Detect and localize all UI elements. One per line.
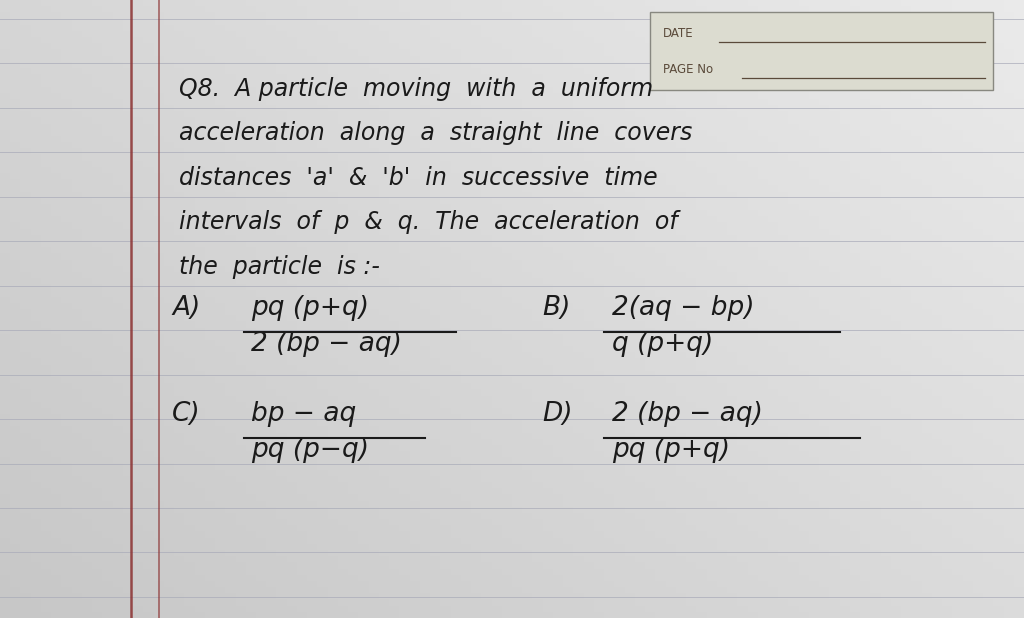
Text: PAGE No: PAGE No	[663, 62, 713, 75]
Text: 2(aq − bp): 2(aq − bp)	[612, 295, 755, 321]
Text: pq (p+q): pq (p+q)	[612, 438, 730, 464]
Text: B): B)	[543, 295, 571, 321]
Text: Q8.  A particle  moving  with  a  uniform: Q8. A particle moving with a uniform	[179, 77, 653, 101]
Text: pq (p+q): pq (p+q)	[251, 295, 369, 321]
Text: q (p+q): q (p+q)	[612, 331, 714, 357]
Text: bp − aq: bp − aq	[251, 402, 356, 428]
FancyBboxPatch shape	[650, 12, 993, 90]
Text: A): A)	[172, 295, 201, 321]
Text: D): D)	[543, 402, 573, 428]
Text: 2 (bp − aq): 2 (bp − aq)	[612, 402, 763, 428]
Text: 2 (bp − aq): 2 (bp − aq)	[251, 331, 401, 357]
Text: distances  'a'  &  'b'  in  successive  time: distances 'a' & 'b' in successive time	[179, 166, 657, 190]
Text: the  particle  is :-: the particle is :-	[179, 255, 380, 279]
Text: acceleration  along  a  straight  line  covers: acceleration along a straight line cover…	[179, 121, 692, 145]
Text: C): C)	[172, 402, 201, 428]
Text: pq (p−q): pq (p−q)	[251, 438, 369, 464]
Text: intervals  of  p  &  q.  The  acceleration  of: intervals of p & q. The acceleration of	[179, 210, 678, 234]
Text: DATE: DATE	[663, 27, 693, 40]
